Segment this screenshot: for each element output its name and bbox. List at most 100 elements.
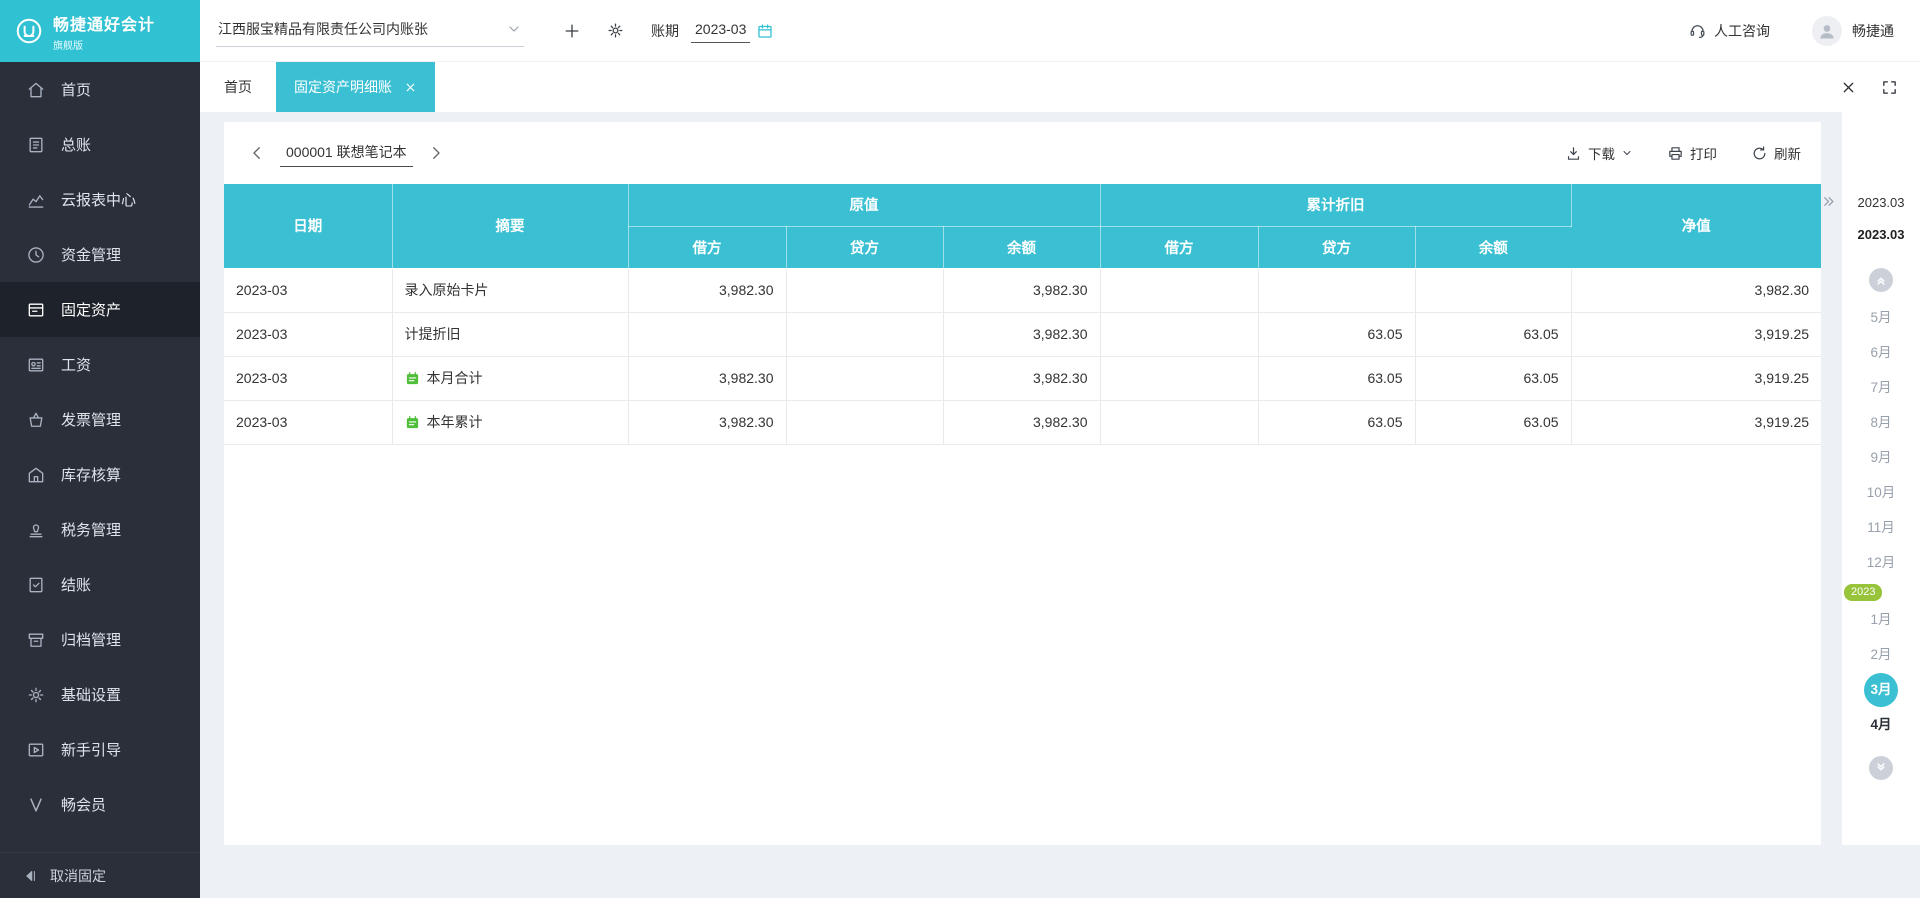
- month-item[interactable]: 12月: [1866, 555, 1896, 570]
- home-icon: [26, 80, 46, 100]
- sidebar-item-inventory[interactable]: 库存核算: [0, 447, 200, 502]
- cell-net: 3,982.30: [1571, 268, 1822, 313]
- sidebar-item-label: 资金管理: [61, 247, 122, 264]
- printer-icon: [1667, 145, 1684, 162]
- summary-text: 本年累计: [426, 414, 483, 430]
- cell-ad-balance: [1415, 268, 1572, 313]
- support-button[interactable]: 人工咨询: [1688, 21, 1770, 41]
- year-badge-row: 2023: [1842, 582, 1920, 601]
- sidebar-item-member[interactable]: 畅会员: [0, 777, 200, 832]
- sidebar-item-label: 畅会员: [61, 797, 107, 814]
- sidebar-item-invoices[interactable]: 发票管理: [0, 392, 200, 447]
- col-ad-credit: 贷方: [1258, 226, 1416, 269]
- add-account-button[interactable]: [562, 21, 582, 41]
- close-all-tabs-button[interactable]: [1840, 79, 1857, 96]
- month-item[interactable]: 1月: [1870, 612, 1892, 627]
- sidebar-item-label: 总账: [61, 137, 92, 154]
- asset-selector[interactable]: 000001 联想笔记本: [280, 140, 413, 167]
- close-icon[interactable]: [404, 81, 417, 94]
- table-row[interactable]: 2023-03 计提折旧 3,982.30 63.05 63.05 3,919.…: [224, 312, 1822, 357]
- sidebar-item-settings[interactable]: 基础设置: [0, 667, 200, 722]
- sidebar-item-label: 云报表中心: [61, 192, 137, 209]
- sidebar-item-general-ledger[interactable]: 总账: [0, 117, 200, 172]
- scroll-down-button[interactable]: [1869, 756, 1893, 780]
- sidebar-item-archive[interactable]: 归档管理: [0, 612, 200, 667]
- next-asset-button[interactable]: [423, 140, 449, 166]
- cell-date: 2023-03: [224, 400, 393, 445]
- cell-ov-balance: 3,982.30: [943, 356, 1101, 401]
- col-ad-balance: 余额: [1415, 226, 1572, 269]
- sidebar-item-payroll[interactable]: 工资: [0, 337, 200, 392]
- month-item-current[interactable]: 4月: [1870, 717, 1892, 732]
- table-row[interactable]: 2023-03 录入原始卡片 3,982.30 3,982.30 3,982.3…: [224, 268, 1822, 313]
- month-item[interactable]: 11月: [1867, 520, 1895, 535]
- green-calendar-icon: [405, 371, 420, 386]
- account-settings-button[interactable]: [606, 21, 625, 40]
- col-ov-balance: 余额: [943, 226, 1101, 269]
- cell-ad-debit: [1100, 312, 1259, 357]
- refresh-icon: [1751, 145, 1768, 162]
- fullscreen-button[interactable]: [1881, 79, 1898, 96]
- sidebar-item-tax[interactable]: 税务管理: [0, 502, 200, 557]
- refresh-label: 刷新: [1774, 147, 1801, 162]
- calendar-icon[interactable]: [756, 22, 774, 40]
- unpin-icon: [22, 867, 40, 885]
- collapse-panel-button[interactable]: [1821, 194, 1836, 209]
- cell-ad-balance: 63.05: [1415, 312, 1572, 357]
- tab-fixed-asset-ledger[interactable]: 固定资产明细账: [276, 62, 435, 112]
- download-button[interactable]: 下载: [1565, 143, 1633, 163]
- print-button[interactable]: 打印: [1667, 143, 1717, 163]
- col-summary: 摘要: [392, 184, 629, 269]
- sidebar-item-label: 新手引导: [61, 742, 122, 759]
- col-ov-credit: 贷方: [786, 226, 944, 269]
- clock-icon: [26, 245, 46, 265]
- table-row-month-total[interactable]: 2023-03 本月合计 3,982.30 3,982.30 63.05 63.…: [224, 356, 1822, 401]
- download-icon: [1565, 145, 1582, 162]
- period-value[interactable]: 2023-03: [691, 19, 751, 43]
- month-item[interactable]: 6月: [1870, 345, 1892, 360]
- line-chart-icon: [26, 190, 46, 210]
- month-item[interactable]: 5月: [1870, 310, 1892, 325]
- cell-ad-credit: 63.05: [1258, 400, 1416, 445]
- month-item[interactable]: 2月: [1870, 647, 1892, 662]
- month-item[interactable]: 7月: [1870, 380, 1892, 395]
- year-badge: 2023: [1844, 584, 1883, 601]
- period-picker-panel: 2023.03 2023.03 5月 6月 7月 8月 9月 10月 11月 1…: [1824, 112, 1920, 845]
- app-logo-area[interactable]: 畅捷通好会计 旗舰版: [0, 0, 200, 62]
- scroll-up-button[interactable]: [1869, 268, 1893, 292]
- month-item[interactable]: 8月: [1870, 415, 1892, 430]
- company-select[interactable]: 江西服宝精品有限责任公司内账张: [216, 14, 524, 47]
- cell-ov-credit: [786, 356, 944, 401]
- prev-asset-button[interactable]: [244, 140, 270, 166]
- month-item[interactable]: 10月: [1866, 485, 1896, 500]
- cell-ov-balance: 3,982.30: [943, 400, 1101, 445]
- table-row-year-total[interactable]: 2023-03 本年累计 3,982.30 3,982.30 63.05 63.…: [224, 400, 1822, 445]
- period-start: 2023.03: [1857, 195, 1905, 210]
- sidebar-item-funds[interactable]: 资金管理: [0, 227, 200, 282]
- download-label: 下载: [1588, 147, 1615, 162]
- month-list: 5月 6月 7月 8月 9月 10月 11月 12月: [1842, 300, 1920, 580]
- support-label: 人工咨询: [1714, 22, 1770, 39]
- cell-summary: 录入原始卡片: [392, 268, 629, 313]
- sidebar-unpin-button[interactable]: 取消固定: [0, 852, 200, 898]
- month-item-selected[interactable]: 3月: [1842, 672, 1920, 707]
- user-name[interactable]: 畅捷通: [1852, 22, 1894, 39]
- tab-home[interactable]: 首页: [200, 62, 276, 112]
- cell-ov-credit: [786, 400, 944, 445]
- app-brand: 畅捷通好会计: [53, 16, 156, 34]
- user-avatar[interactable]: [1812, 15, 1842, 46]
- sidebar-item-closing[interactable]: 结账: [0, 557, 200, 612]
- sidebar-item-guide[interactable]: 新手引导: [0, 722, 200, 777]
- sidebar-item-home[interactable]: 首页: [0, 62, 200, 117]
- stamp-icon: [26, 520, 46, 540]
- month-item[interactable]: 9月: [1870, 450, 1892, 465]
- sidebar-item-cloud-reports[interactable]: 云报表中心: [0, 172, 200, 227]
- cell-date: 2023-03: [224, 356, 393, 401]
- sidebar-item-fixed-assets[interactable]: 固定资产: [0, 282, 200, 337]
- col-group-accumulated-depreciation: 累计折旧: [1100, 184, 1572, 227]
- refresh-button[interactable]: 刷新: [1751, 143, 1801, 163]
- period-end: 2023.03: [1857, 227, 1905, 242]
- col-ov-debit: 借方: [628, 226, 787, 269]
- sidebar-item-label: 税务管理: [61, 522, 122, 539]
- sidebar-item-label: 发票管理: [61, 412, 122, 429]
